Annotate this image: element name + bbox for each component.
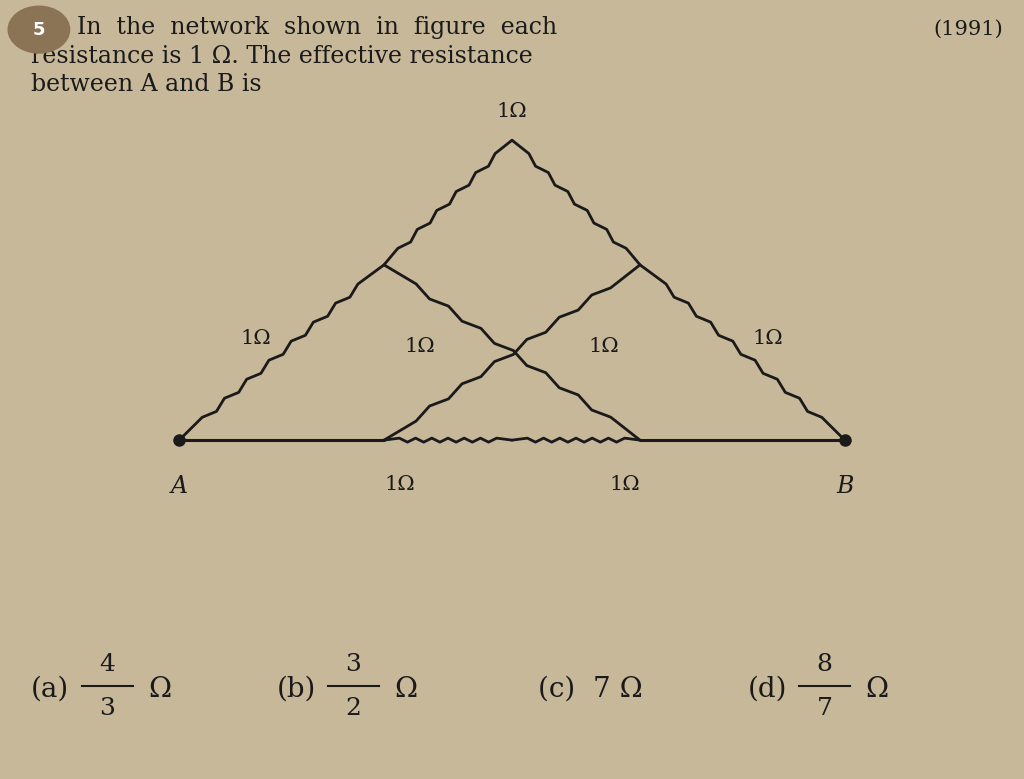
Text: (a): (a) — [31, 676, 69, 703]
Text: 8: 8 — [816, 653, 833, 676]
Text: A: A — [171, 475, 187, 499]
Text: 1Ω: 1Ω — [384, 475, 415, 494]
Text: (1991): (1991) — [934, 19, 1004, 38]
Text: resistance is 1 Ω. The effective resistance: resistance is 1 Ω. The effective resista… — [31, 44, 532, 68]
Text: 1Ω: 1Ω — [497, 102, 527, 121]
Text: 5: 5 — [33, 20, 45, 39]
Text: (c)  7 Ω: (c) 7 Ω — [538, 676, 642, 703]
Text: 1Ω: 1Ω — [404, 337, 435, 356]
Text: (d): (d) — [748, 676, 787, 703]
Text: 3: 3 — [345, 653, 361, 676]
Text: Ω: Ω — [394, 676, 417, 703]
Text: (b): (b) — [276, 676, 315, 703]
Text: 1Ω: 1Ω — [753, 330, 783, 348]
Text: In  the  network  shown  in  figure  each: In the network shown in figure each — [77, 16, 557, 39]
Circle shape — [8, 6, 70, 53]
Text: 4: 4 — [99, 653, 116, 676]
Text: 7: 7 — [816, 697, 833, 721]
Text: 1Ω: 1Ω — [241, 330, 271, 348]
Text: B: B — [837, 475, 853, 499]
Text: Ω: Ω — [148, 676, 171, 703]
Text: 2: 2 — [345, 697, 361, 721]
Text: 3: 3 — [99, 697, 116, 721]
Text: Ω: Ω — [865, 676, 888, 703]
Text: 1Ω: 1Ω — [609, 475, 640, 494]
Text: 1Ω: 1Ω — [589, 337, 620, 356]
Text: between A and B is: between A and B is — [31, 73, 261, 97]
